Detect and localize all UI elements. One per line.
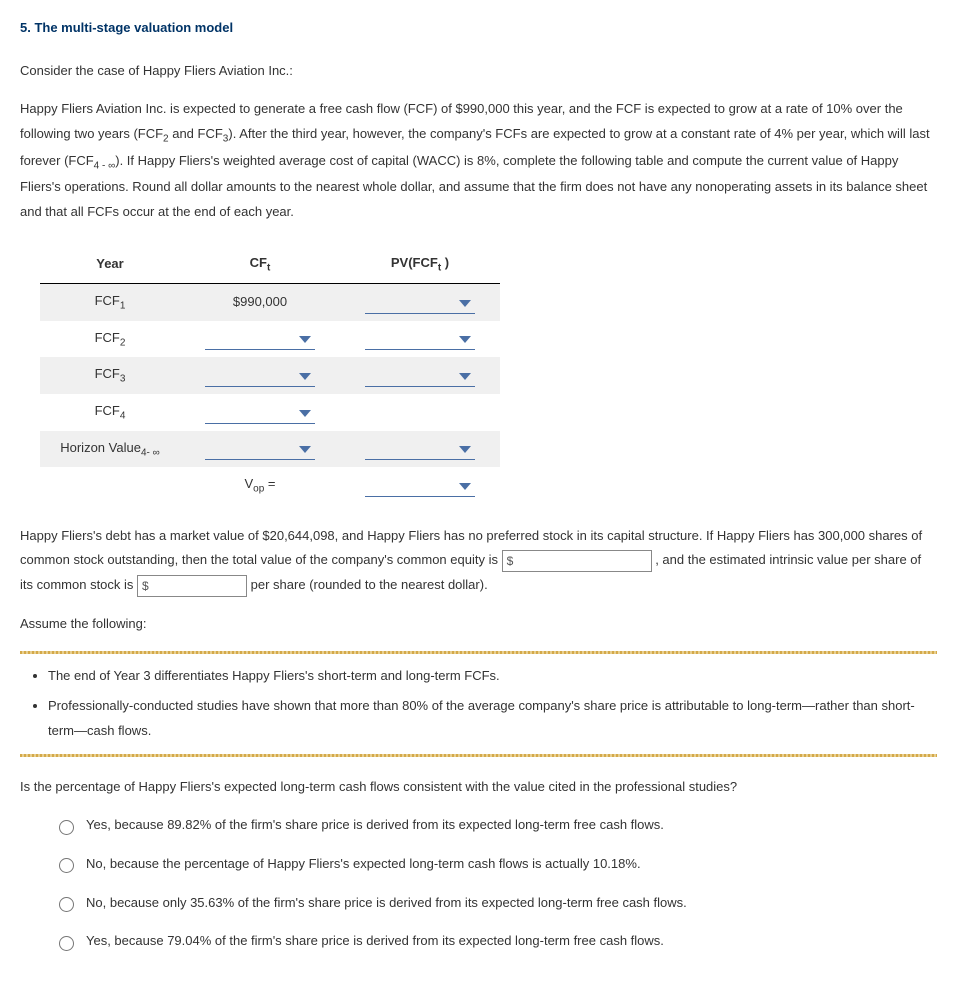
section-heading: 5. The multi-stage valuation model xyxy=(20,16,937,41)
bullet-1: The end of Year 3 differentiates Happy F… xyxy=(48,664,937,689)
equity-text-3: per share (rounded to the nearest dollar… xyxy=(251,577,488,592)
option-4-label: Yes, because 79.04% of the firm's share … xyxy=(86,929,664,954)
divider-bottom xyxy=(20,754,937,757)
sub-4inf: 4 - ∞ xyxy=(94,160,116,171)
dropdown-cf-4[interactable] xyxy=(205,402,315,424)
divider-top xyxy=(20,651,937,654)
option-1-label: Yes, because 89.82% of the firm's share … xyxy=(86,813,664,838)
dropdown-cf-3[interactable] xyxy=(205,365,315,387)
dropdown-horizon-pv[interactable] xyxy=(365,438,475,460)
dropdown-vop[interactable] xyxy=(365,475,475,497)
option-3-label: No, because only 35.63% of the firm's sh… xyxy=(86,891,687,916)
assume-block: The end of Year 3 differentiates Happy F… xyxy=(20,651,937,757)
fcf-table: Year CFt PV(FCFt ) FCF1 $990,000 FCF2 FC… xyxy=(40,245,500,504)
row-fcf1-label: FCF1 xyxy=(40,284,180,321)
col-pv: PV(FCFt ) xyxy=(340,245,500,284)
col-cf: CFt xyxy=(180,245,340,284)
common-equity-input[interactable]: $ xyxy=(502,550,652,572)
row-fcf3-label: FCF3 xyxy=(40,357,180,394)
row-fcf1-cf: $990,000 xyxy=(180,284,340,321)
dropdown-horizon-cf[interactable] xyxy=(205,438,315,460)
equity-para: Happy Fliers's debt has a market value o… xyxy=(20,524,937,598)
dropdown-pv-2[interactable] xyxy=(365,328,475,350)
intro-para: Consider the case of Happy Fliers Aviati… xyxy=(20,59,937,84)
row-horizon-label: Horizon Value4- ∞ xyxy=(40,431,180,468)
intrinsic-value-input[interactable]: $ xyxy=(137,575,247,597)
question-text: Is the percentage of Happy Fliers's expe… xyxy=(20,775,937,800)
dropdown-cf-2[interactable] xyxy=(205,328,315,350)
radio-option-2[interactable] xyxy=(59,858,74,873)
row-fcf4-label: FCF4 xyxy=(40,394,180,431)
radio-options: Yes, because 89.82% of the firm's share … xyxy=(54,813,937,954)
option-2-label: No, because the percentage of Happy Flie… xyxy=(86,852,641,877)
bullet-2: Professionally-conducted studies have sh… xyxy=(48,694,937,743)
vop-label: Vop = xyxy=(180,467,340,504)
dropdown-pv-3[interactable] xyxy=(365,365,475,387)
radio-option-1[interactable] xyxy=(59,820,74,835)
radio-option-4[interactable] xyxy=(59,936,74,951)
col-year: Year xyxy=(40,245,180,284)
row-fcf2-label: FCF2 xyxy=(40,321,180,358)
assume-label: Assume the following: xyxy=(20,612,937,637)
radio-option-3[interactable] xyxy=(59,897,74,912)
body-para: Happy Fliers Aviation Inc. is expected t… xyxy=(20,97,937,224)
body-text-2: and FCF xyxy=(169,126,223,141)
dropdown-pv-1[interactable] xyxy=(365,292,475,314)
body-text-4: ). If Happy Fliers's weighted average co… xyxy=(20,153,927,219)
